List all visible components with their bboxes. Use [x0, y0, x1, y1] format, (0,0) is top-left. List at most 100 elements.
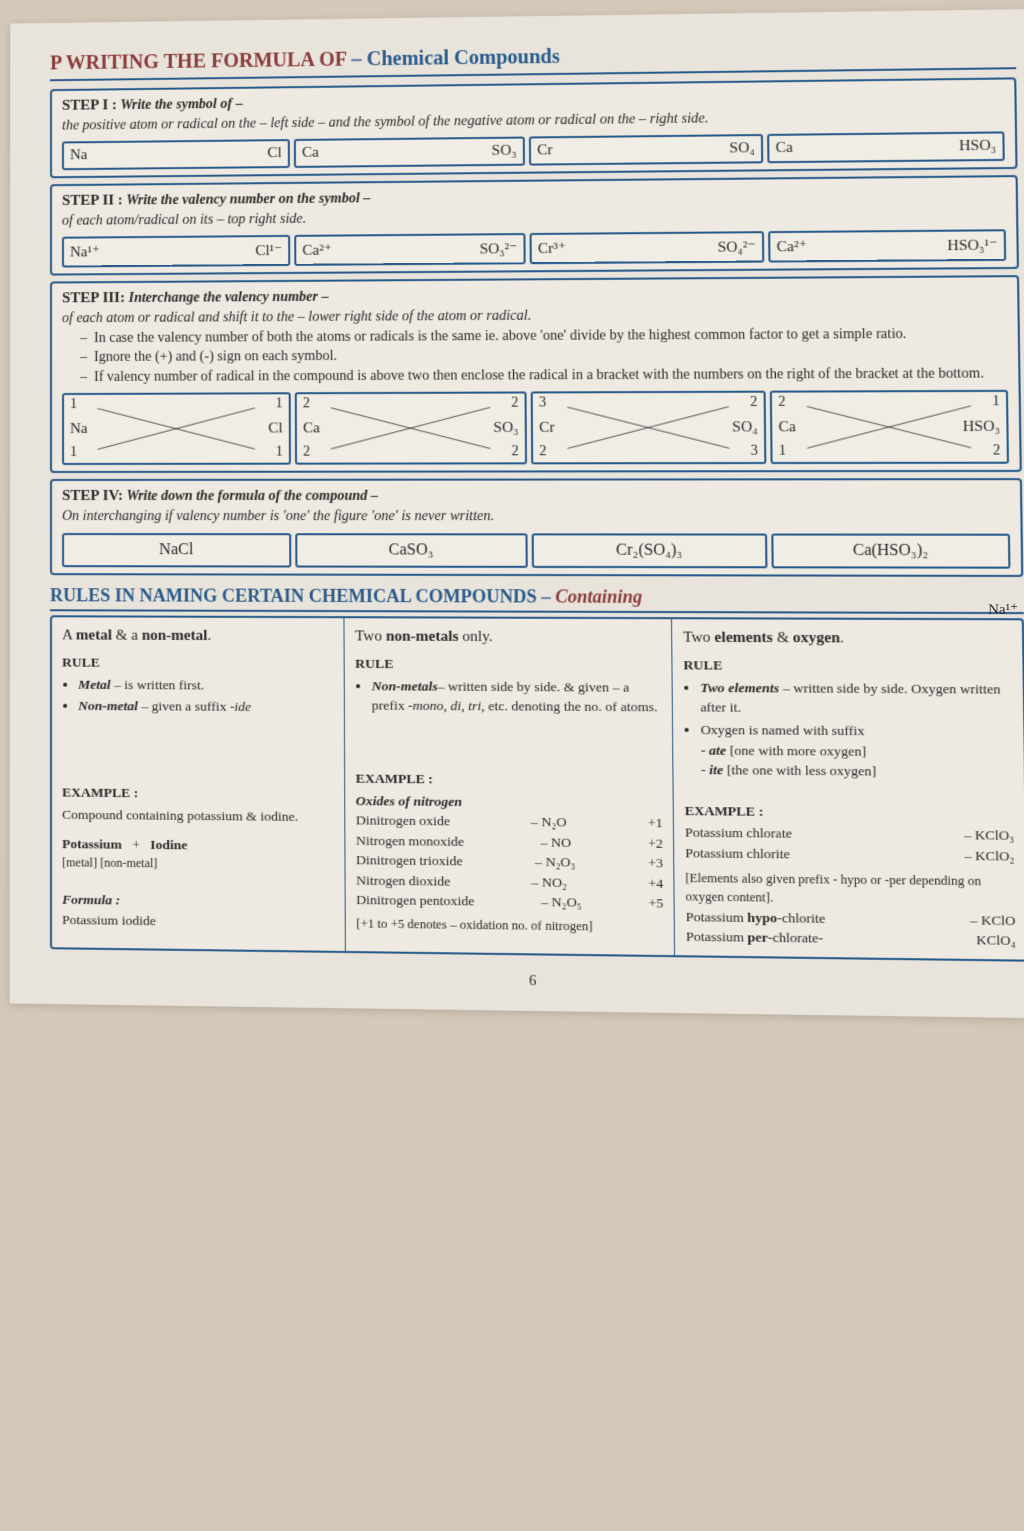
- formula-cell: Ca(HSO₃)₂: [771, 533, 1010, 568]
- page: P WRITING THE FORMULA OF – Chemical Comp…: [10, 9, 1024, 1018]
- step-4-intro: Write down the formula of the compound –: [127, 489, 379, 504]
- cross-cell: 32 CrSO₄ 23: [531, 391, 767, 465]
- n: Potassium per-chlorate-: [686, 927, 824, 949]
- col1-pair: Potassium + Iodine: [62, 834, 334, 857]
- n: Nitrogen dioxide: [356, 870, 451, 891]
- title-suffix: – Chemical Compounds: [346, 46, 560, 71]
- n: Dinitrogen trioxide: [356, 850, 463, 871]
- v: 2: [778, 395, 785, 411]
- col1-formula: Potassium iodide: [62, 909, 335, 932]
- v: Na: [70, 421, 88, 438]
- step-4-label: STEP IV:: [62, 488, 123, 504]
- n: Nitrogen monoxide: [356, 830, 464, 851]
- f: – NO: [540, 832, 571, 852]
- cell-l: Na: [70, 147, 87, 164]
- cell-l: Ca: [302, 145, 319, 162]
- formula-cell: CaSO₃: [295, 533, 528, 568]
- cell-r: SO₃: [492, 143, 517, 160]
- cell-l: Ca²⁺: [302, 241, 332, 260]
- bullet: Oxygen is named with suffix- ate [one wi…: [700, 720, 1013, 783]
- v: 2: [511, 444, 518, 460]
- f: – N₂O₃: [535, 852, 576, 872]
- v: Ca: [303, 421, 320, 438]
- step-4-line: On interchanging if valency number is 'o…: [62, 507, 1010, 527]
- cell-r: SO₃²⁻: [480, 240, 518, 259]
- bullet: Non-metals– written side by side. & give…: [372, 676, 662, 717]
- f: – NO₂: [531, 872, 567, 892]
- v: 1: [70, 445, 77, 461]
- f: – KClO₃: [964, 825, 1014, 846]
- v: 1: [992, 394, 1000, 410]
- v: 2: [539, 444, 546, 460]
- v: 2: [303, 445, 310, 461]
- cross-lines-icon: [533, 393, 765, 463]
- n: Potassium chlorate: [685, 823, 792, 844]
- f: – KClO: [970, 910, 1015, 931]
- f: – KClO₂: [964, 845, 1014, 866]
- step-2-box: STEP II : Write the valency number on th…: [50, 175, 1019, 276]
- v: Cr: [539, 420, 555, 437]
- v: SO₄: [732, 420, 758, 437]
- o: +5: [648, 893, 663, 913]
- page-number: 6: [50, 967, 1024, 997]
- cell: Ca²⁺HSO₃¹⁻: [768, 230, 1006, 263]
- o: +3: [648, 853, 663, 873]
- formula-cell: NaCl: [62, 533, 291, 567]
- f: – N₂O: [531, 812, 567, 832]
- v: HSO₃: [963, 419, 1000, 437]
- v: 2: [303, 397, 310, 413]
- v: SO₃: [493, 420, 518, 437]
- step-1-box: STEP I : Write the symbol of – the posit…: [50, 77, 1018, 178]
- cell-r: HSO₃¹⁻: [947, 236, 997, 256]
- step-3-bullets: In case the valency number of both the a…: [80, 324, 1008, 388]
- n: Potassium chlorite: [685, 843, 790, 864]
- rules-col-1: A metal & a non-metal. RULE Metal – is w…: [52, 617, 346, 951]
- ex-row: Dinitrogen oxide– N₂O+1: [356, 810, 663, 833]
- v: 1: [276, 397, 283, 413]
- step-2-cells: Na¹⁺Cl¹⁻ Ca²⁺ SO₃²⁻ Cr³⁺SO₄²⁻ Ca²⁺HSO₃¹⁻: [62, 230, 1006, 268]
- margin-na: Na¹⁺: [988, 600, 1018, 619]
- rules-title: RULES IN NAMING CERTAIN CHEMICAL COMPOUN…: [50, 585, 1024, 614]
- cell-r: SO₄: [729, 140, 754, 157]
- f: KClO₄: [976, 930, 1016, 951]
- cell: Na¹⁺Cl¹⁻: [62, 235, 290, 268]
- cross-cell: 21 CaHSO₃ 12: [770, 390, 1009, 464]
- v: 2: [993, 444, 1001, 460]
- v: 1: [779, 444, 786, 460]
- rule-label: RULE: [355, 654, 661, 675]
- cell-l: Cr: [537, 142, 553, 159]
- cell-r: Cl: [267, 145, 281, 162]
- cell: Cr³⁺SO₄²⁻: [530, 232, 765, 265]
- cell-l: Na¹⁺: [70, 243, 100, 262]
- cell-r: HSO₃: [959, 138, 996, 156]
- step-1-label: STEP I :: [62, 97, 117, 113]
- v: Cl: [268, 421, 282, 438]
- step-1-intro: Write the symbol of –: [120, 97, 242, 113]
- bullet: Two elements – written side by side. Oxy…: [700, 678, 1013, 720]
- v: 3: [539, 396, 546, 412]
- example-label: EXAMPLE :: [356, 768, 663, 790]
- step-4-formulas: NaCl CaSO₃ Cr₂(SO₄)₃ Ca(HSO₃)₂: [62, 533, 1010, 569]
- col2-head: Two non-metals only.: [355, 626, 661, 649]
- rules-title-b: Containing: [555, 586, 642, 607]
- title-prefix: P WRITING THE FORMULA OF: [50, 49, 346, 75]
- step-4-box: STEP IV: Write down the formula of the c…: [50, 478, 1023, 576]
- bullet: Non-metal – given a suffix -ide: [78, 696, 334, 717]
- v: 2: [511, 396, 518, 412]
- cell: Ca SO₃: [294, 137, 525, 168]
- col1-ex-text: Compound containing potassium & iodine.: [62, 804, 334, 826]
- step-2-intro: Write the valency number on the symbol –: [126, 191, 370, 208]
- col3-note: [Elements also given prefix - hypo or -p…: [685, 869, 1015, 910]
- rule-label: RULE: [62, 653, 334, 674]
- col1-formula-label: Formula :: [62, 890, 335, 913]
- cell-r: SO₄²⁻: [717, 238, 755, 258]
- rule-label: RULE: [683, 655, 1012, 677]
- col2-bullets: Non-metals– written side by side. & give…: [372, 676, 662, 717]
- cross-lines-icon: [297, 394, 525, 463]
- rules-title-a: RULES IN NAMING CERTAIN CHEMICAL COMPOUN…: [50, 585, 555, 606]
- rules-col-2: Two non-metals only. RULE Non-metals– wr…: [345, 618, 676, 955]
- formula-cell: Cr₂(SO₄)₃: [532, 533, 768, 568]
- example-label: EXAMPLE :: [685, 800, 1015, 823]
- step-4-header: STEP IV: Write down the formula of the c…: [62, 487, 1010, 507]
- cell: Na Cl: [62, 139, 290, 170]
